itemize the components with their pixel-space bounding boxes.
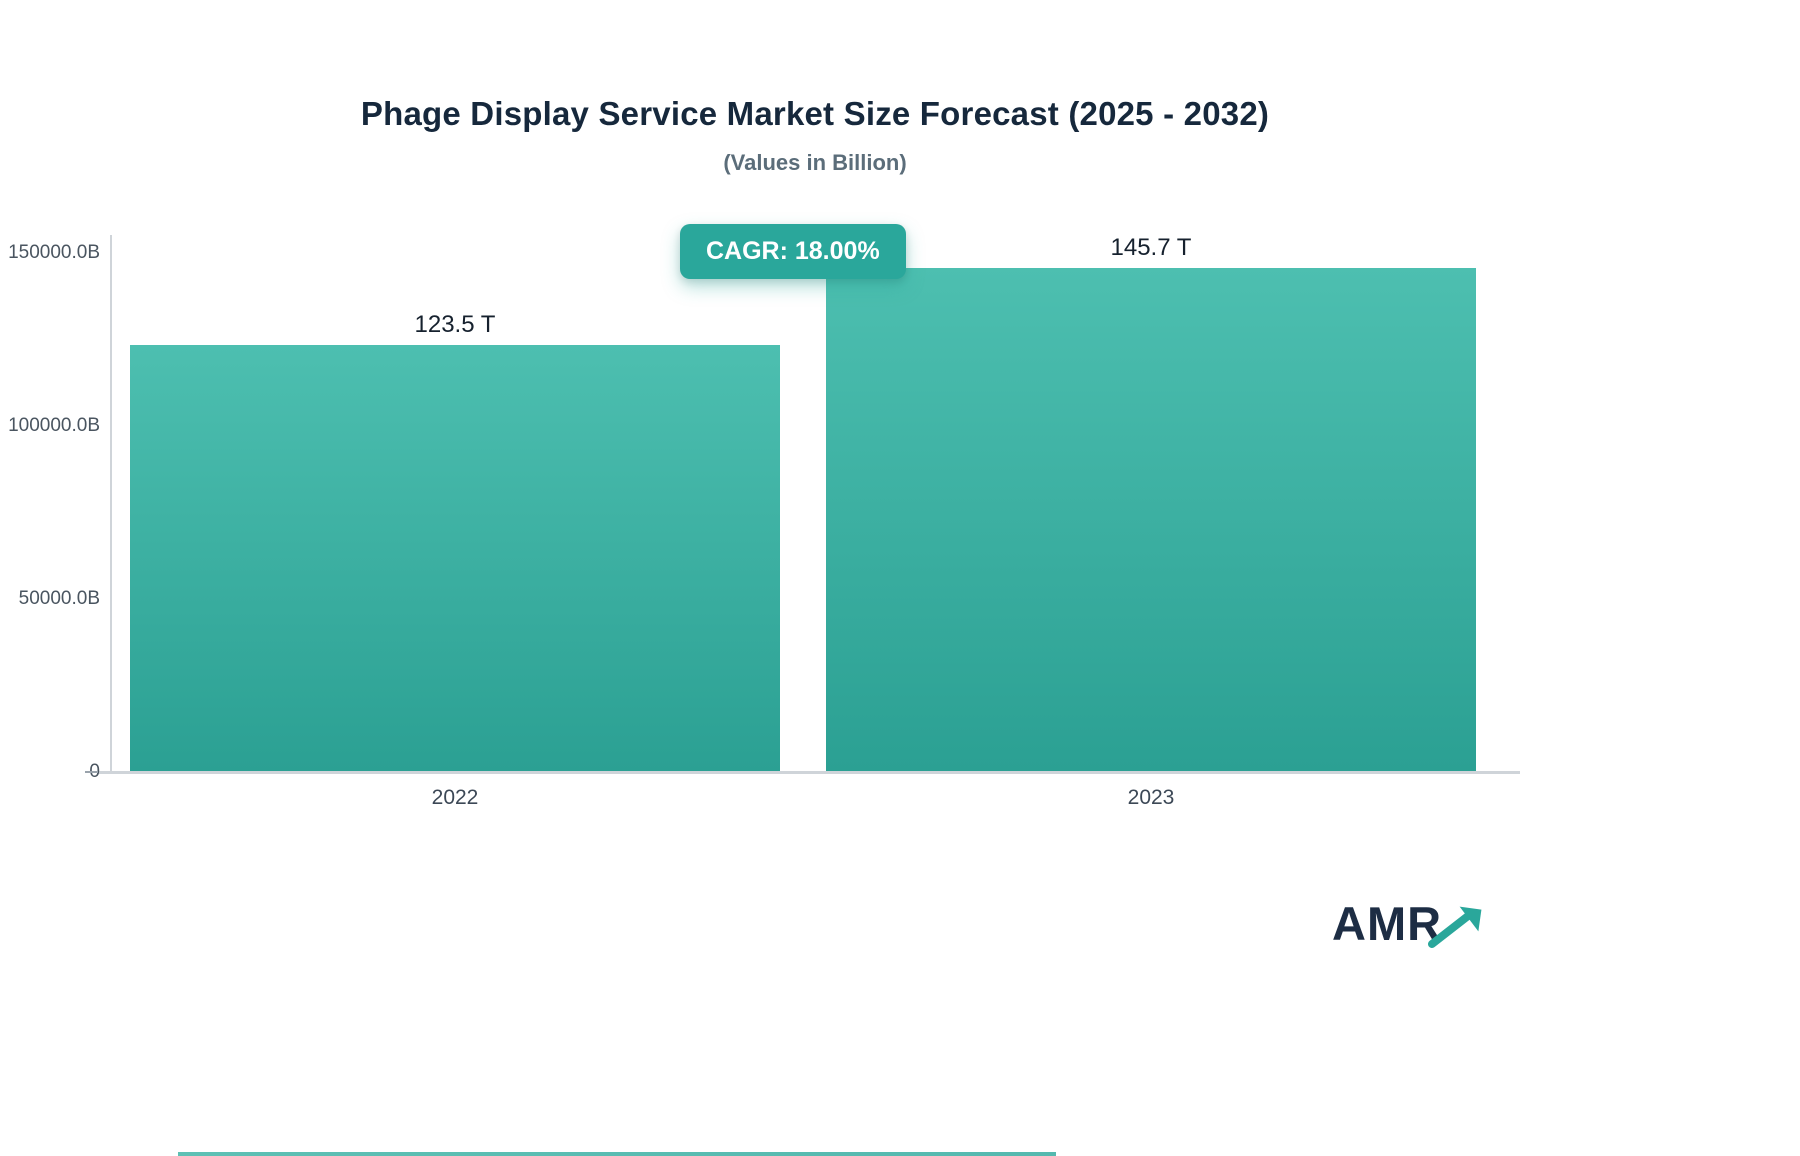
y-tick-mark — [85, 771, 98, 773]
x-axis-line — [98, 771, 1520, 774]
growth-arrow-icon — [1428, 906, 1482, 948]
chart-subtitle: (Values in Billion) — [723, 150, 907, 175]
bar-value-label-2022: 123.5 T — [414, 311, 496, 338]
y-axis-line — [110, 235, 112, 772]
y-tick-label: 100000.0B — [8, 415, 100, 436]
bar-value-label-2023: 145.7 T — [1110, 234, 1192, 261]
brand-logo-text: AMR — [1332, 897, 1443, 950]
y-tick-label: 50000.0B — [18, 588, 100, 609]
cagr-badge: CAGR: 18.00% — [680, 224, 906, 279]
chart-title: Phage Display Service Market Size Foreca… — [360, 95, 1270, 132]
y-tick-label: 150000.0B — [8, 242, 100, 263]
bar-2023[interactable] — [826, 268, 1476, 771]
bottom-accent-line — [178, 1152, 1056, 1156]
x-axis-label-2023: 2023 — [1127, 786, 1175, 809]
bar-2022[interactable] — [130, 345, 780, 771]
x-axis-label-2022: 2022 — [431, 786, 479, 809]
cagr-badge-label: CAGR: 18.00% — [706, 237, 880, 265]
brand-logo: AMR — [1332, 896, 1492, 960]
